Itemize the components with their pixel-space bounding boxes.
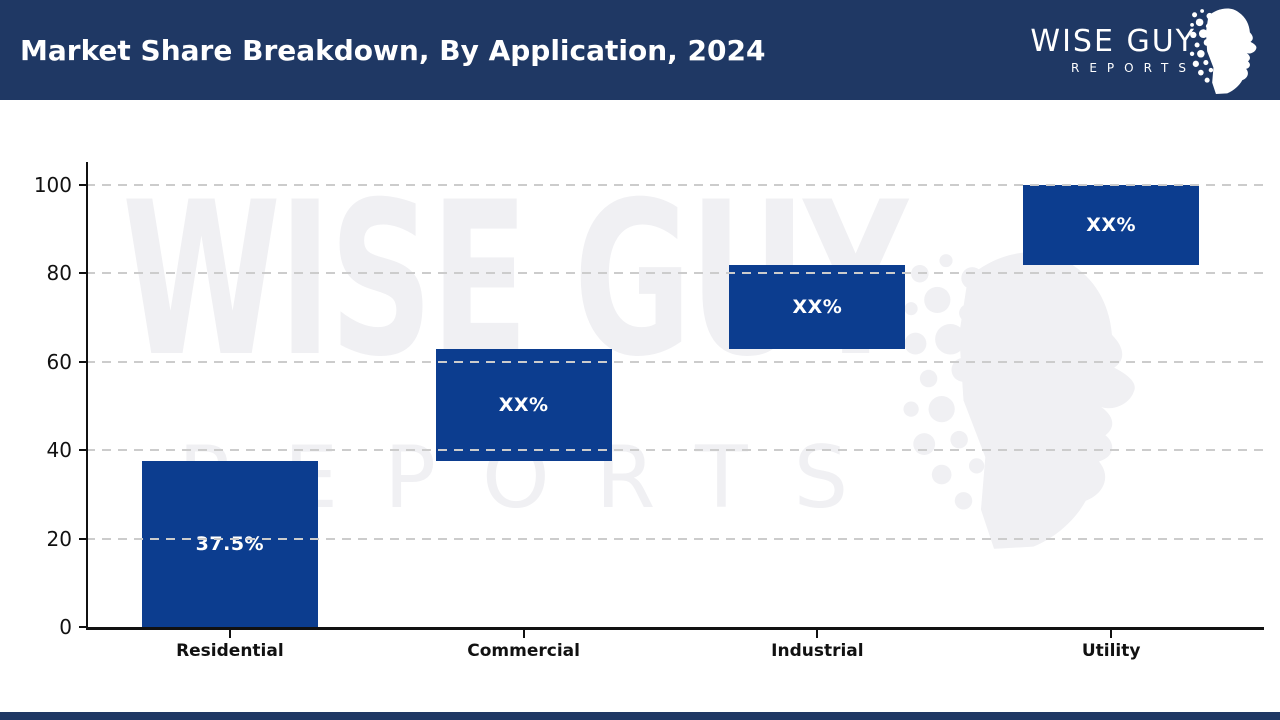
bar-industrial: XX%: [729, 264, 906, 349]
x-tick-mark-residential: [228, 630, 231, 638]
bar-residential: 37.5%: [141, 461, 318, 627]
x-axis-line: [86, 627, 1264, 630]
y-tick-mark-100: [79, 184, 87, 186]
logo-text: WISE GUY REPORTS: [1030, 23, 1196, 75]
bar-value-label: XX%: [792, 295, 843, 318]
logo-subtitle: REPORTS: [1070, 60, 1196, 75]
header: Market Share Breakdown, By Application, …: [0, 0, 1280, 100]
y-tick-label-100: 100: [33, 173, 72, 197]
footer-bar: [0, 712, 1280, 720]
x-tick-label-utility: Utility: [1081, 641, 1141, 661]
x-tick-label-commercial: Commercial: [467, 641, 580, 661]
gridline-60: [86, 360, 1264, 363]
y-tick-mark-60: [79, 360, 87, 363]
y-axis-line: [86, 162, 88, 630]
logo-wordmark: WISE GUY: [1030, 23, 1196, 59]
y-tick-label-0: 0: [59, 615, 72, 639]
y-tick-label-20: 20: [46, 526, 72, 551]
y-tick-mark-0: [79, 626, 87, 628]
gridline-40: [86, 449, 1264, 452]
gridline-80: [86, 272, 1264, 275]
x-tick-mark-commercial: [522, 630, 525, 638]
bar-value-label: XX%: [1086, 213, 1137, 236]
gridline-20: [86, 537, 1264, 540]
bar-value-label: 37.5%: [195, 533, 265, 556]
y-tick-mark-20: [79, 537, 87, 540]
gridline-100: [86, 184, 1264, 186]
x-tick-label-industrial: Industrial: [771, 641, 864, 661]
x-tick-mark-utility: [1110, 630, 1113, 638]
bar-commercial: XX%: [435, 348, 612, 462]
y-tick-label-40: 40: [46, 438, 72, 463]
y-tick-mark-40: [79, 449, 87, 452]
chart-area: WISE GUY REPORTS 37.5% Residential XX% Comm…: [0, 100, 1280, 712]
y-tick-label-80: 80: [46, 261, 72, 286]
chart-title: Market Share Breakdown, By Application, …: [20, 33, 766, 67]
wise-guy-logo: WISE GUY REPORTS: [1030, 6, 1264, 94]
x-tick-mark-industrial: [816, 630, 819, 638]
bar-value-label: XX%: [498, 393, 549, 416]
bar-utility: XX%: [1023, 185, 1200, 265]
y-tick-label-60: 60: [46, 349, 72, 374]
x-tick-label-residential: Residential: [176, 641, 284, 661]
y-tick-mark-80: [79, 272, 87, 275]
